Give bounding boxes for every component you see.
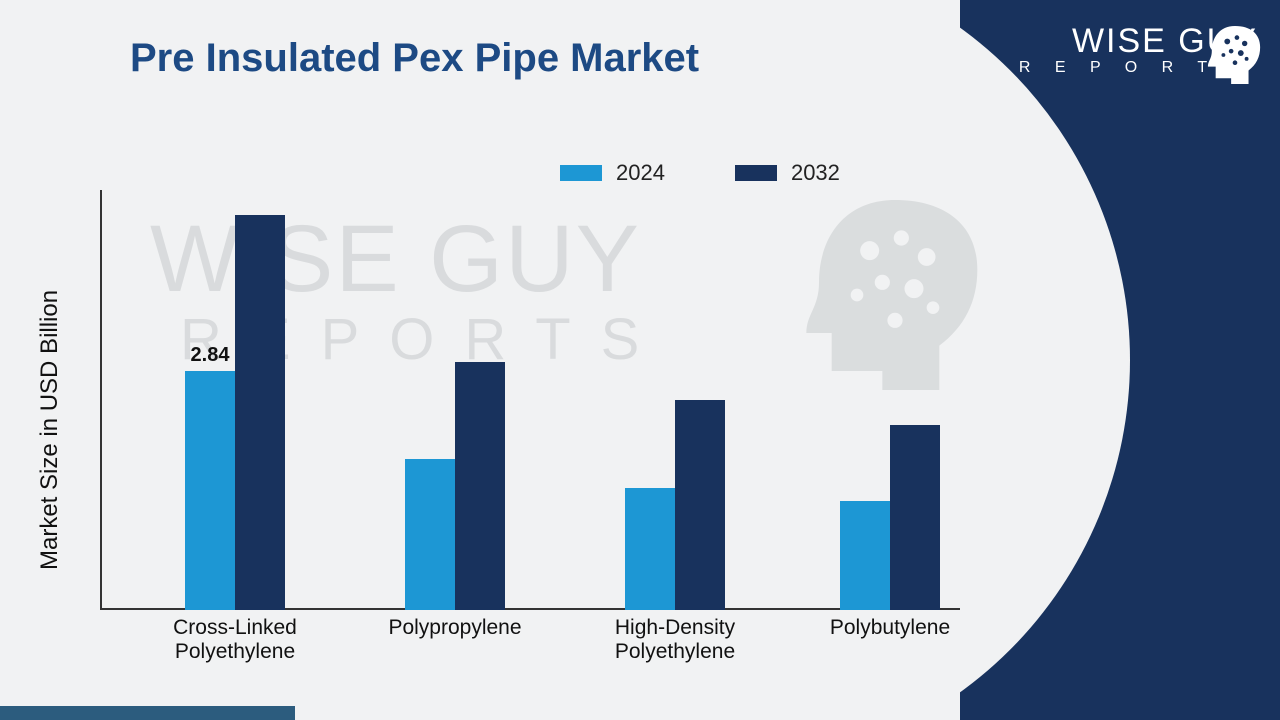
bar-2024 [625, 488, 675, 610]
bar-group [405, 362, 505, 610]
bar-2024 [405, 459, 455, 610]
legend-item-2024: 2024 [560, 160, 665, 186]
y-axis-label: Market Size in USD Billion [36, 290, 64, 570]
bar-2032 [675, 400, 725, 610]
category-label: Polypropylene [350, 616, 560, 640]
bar-2024 [185, 371, 235, 610]
bar-2032 [235, 215, 285, 610]
category-label: Cross-LinkedPolyethylene [130, 616, 340, 664]
plot-area: Cross-LinkedPolyethylenePolypropyleneHig… [100, 190, 960, 610]
bar-group [840, 425, 940, 610]
y-axis-line [100, 190, 102, 610]
legend-label-2024: 2024 [616, 160, 665, 186]
category-label: High-DensityPolyethylene [570, 616, 780, 664]
legend-label-2032: 2032 [791, 160, 840, 186]
category-label: Polybutylene [785, 616, 995, 640]
footer-accent-bar [0, 706, 295, 720]
value-label: 2.84 [180, 344, 240, 367]
bar-2024 [840, 501, 890, 610]
legend-item-2032: 2032 [735, 160, 840, 186]
legend-swatch-2032 [735, 165, 777, 181]
side-panel [960, 0, 1280, 720]
bar-group [185, 215, 285, 610]
bar-2032 [455, 362, 505, 610]
chart-title: Pre Insulated Pex Pipe Market [130, 36, 699, 81]
bar-2032 [890, 425, 940, 610]
bar-group [625, 400, 725, 610]
brand-logo: WISE GUY R E P O R T S [988, 22, 1258, 77]
legend: 2024 2032 [560, 160, 840, 186]
chart-canvas: Pre Insulated Pex Pipe Market WISE GUY R… [0, 0, 1280, 720]
legend-swatch-2024 [560, 165, 602, 181]
brand-head-icon [1206, 24, 1264, 86]
